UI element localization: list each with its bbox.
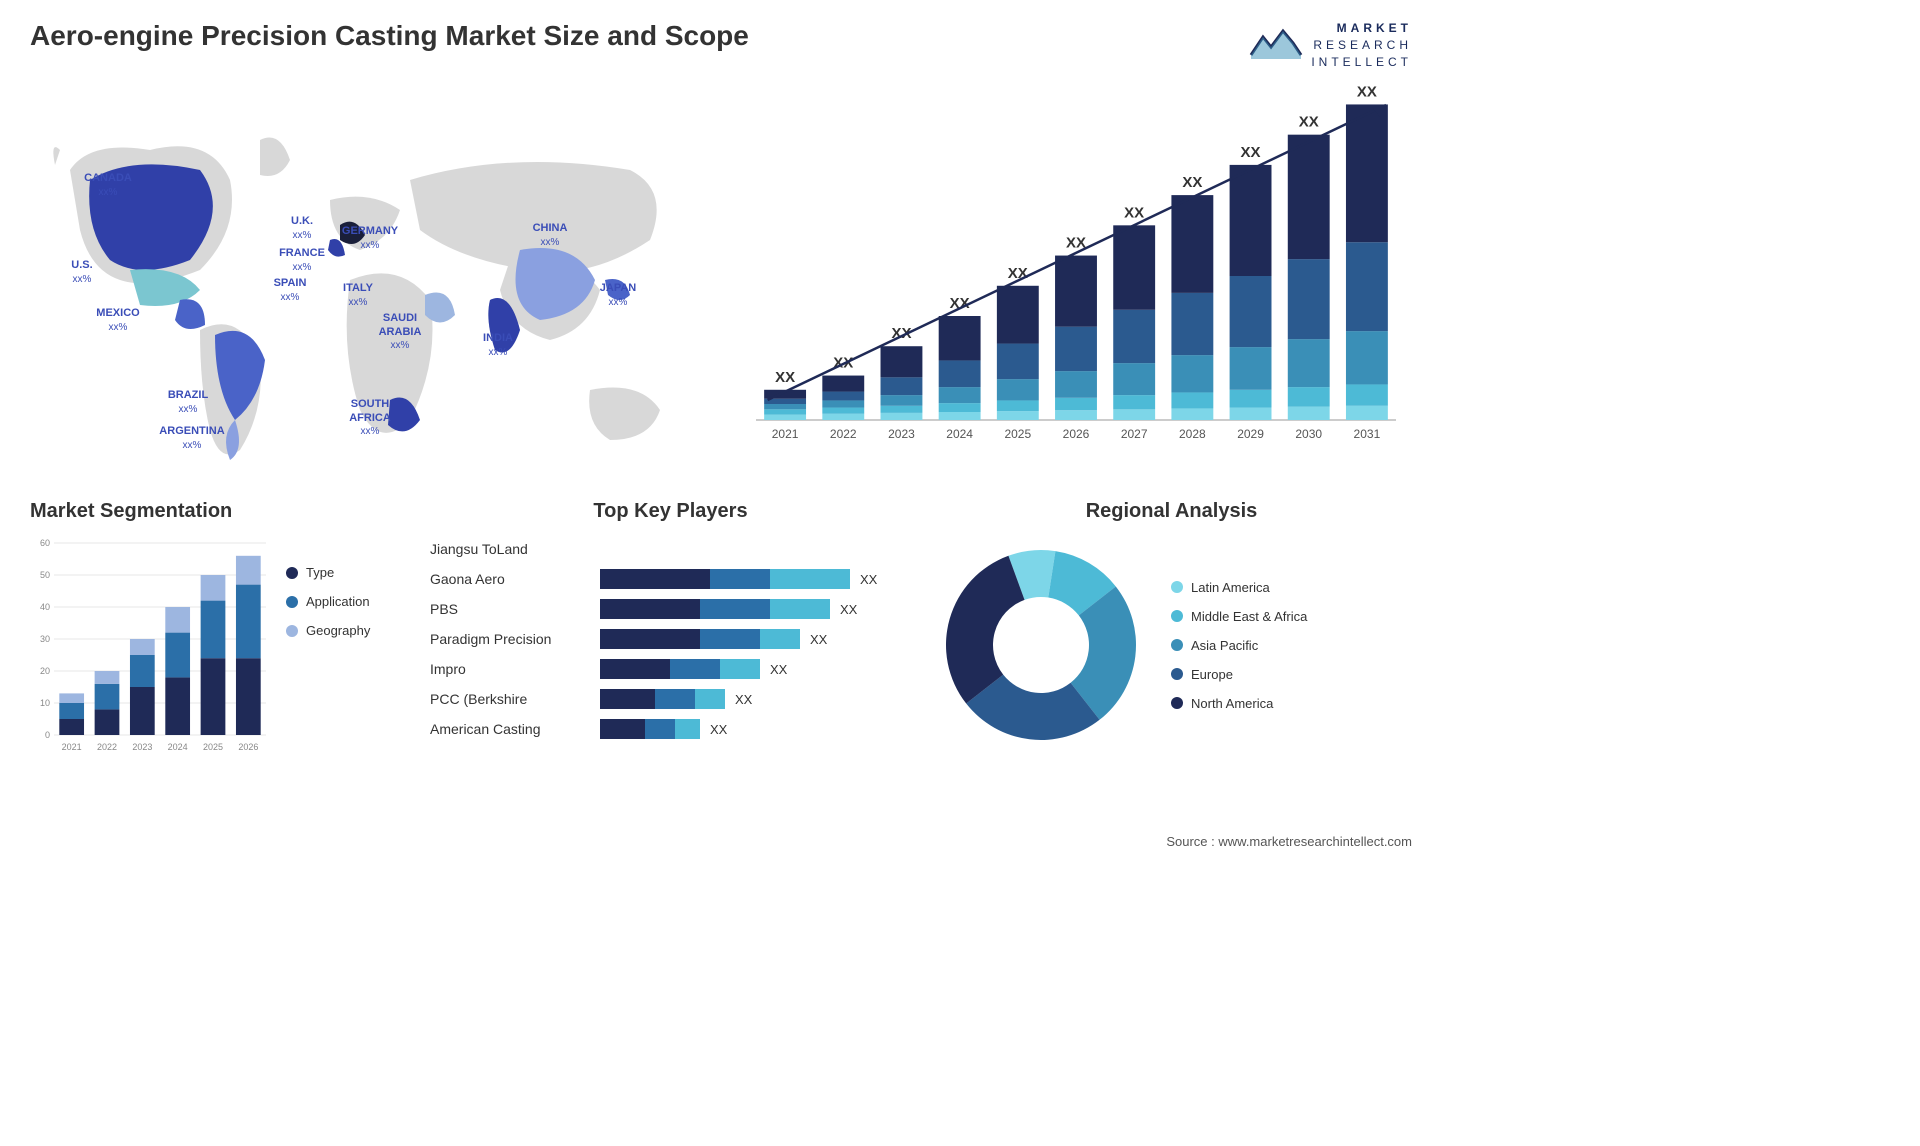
map-label: INDIAxx% <box>483 332 513 358</box>
segmentation-legend: Type Application Geography <box>286 565 370 638</box>
legend-item: Asia Pacific <box>1171 638 1307 653</box>
svg-text:2031: 2031 <box>1354 427 1381 441</box>
svg-text:2025: 2025 <box>203 742 223 752</box>
player-row: Paradigm PrecisionXX <box>430 625 911 653</box>
svg-text:2026: 2026 <box>238 742 258 752</box>
legend-item: Latin America <box>1171 580 1307 595</box>
svg-text:2027: 2027 <box>1121 427 1148 441</box>
logo-line2: RESEARCH <box>1311 37 1412 54</box>
player-row: PBSXX <box>430 595 911 623</box>
map-label: CHINAxx% <box>533 222 568 248</box>
svg-text:2022: 2022 <box>97 742 117 752</box>
svg-text:XX: XX <box>1357 84 1377 101</box>
player-row: ImproXX <box>430 655 911 683</box>
map-label: SPAINxx% <box>274 277 307 303</box>
svg-text:2026: 2026 <box>1063 427 1090 441</box>
svg-text:XX: XX <box>1241 144 1261 161</box>
source-text: Source : www.marketresearchintellect.com <box>1166 834 1412 849</box>
svg-text:2022: 2022 <box>830 427 857 441</box>
svg-text:XX: XX <box>1124 205 1144 222</box>
svg-text:XX: XX <box>1182 175 1202 192</box>
map-label: BRAZILxx% <box>168 389 208 415</box>
map-label: ARGENTINAxx% <box>159 425 224 451</box>
svg-text:2028: 2028 <box>1179 427 1206 441</box>
svg-text:2025: 2025 <box>1004 427 1031 441</box>
segmentation-chart: 0 10 20 30 40 50 60 2021 2022 2023 2024 2025 2026 <box>30 535 270 755</box>
legend-item: Middle East & Africa <box>1171 609 1307 624</box>
svg-text:2024: 2024 <box>946 427 973 441</box>
svg-text:60: 60 <box>40 538 50 548</box>
svg-text:XX: XX <box>1299 114 1319 131</box>
svg-text:0: 0 <box>45 730 50 740</box>
svg-text:50: 50 <box>40 570 50 580</box>
world-map: CANADAxx% U.S.xx% MEXICOxx% BRAZILxx% ARGENT… <box>30 80 710 470</box>
svg-text:2024: 2024 <box>168 742 188 752</box>
logo-icon <box>1249 25 1303 66</box>
player-row: American CastingXX <box>430 715 911 743</box>
logo-line3: INTELLECT <box>1311 54 1412 71</box>
legend-item: Europe <box>1171 667 1307 682</box>
player-row: Gaona AeroXX <box>430 565 911 593</box>
svg-text:2023: 2023 <box>132 742 152 752</box>
players-title: Top Key Players <box>430 500 911 523</box>
svg-text:20: 20 <box>40 666 50 676</box>
regional-donut <box>931 535 1151 755</box>
legend-item: Type <box>286 565 370 580</box>
regional-title: Regional Analysis <box>931 500 1412 523</box>
svg-text:2021: 2021 <box>62 742 82 752</box>
players-chart: Jiangsu ToLandGaona AeroXXPBSXXParadigm … <box>430 535 911 743</box>
map-label: JAPANxx% <box>600 282 636 308</box>
map-label: ITALYxx% <box>343 282 373 308</box>
regional-legend: Latin America Middle East & Africa Asia Pa… <box>1171 580 1307 711</box>
player-row: PCC (BerkshireXX <box>430 685 911 713</box>
svg-text:2029: 2029 <box>1237 427 1264 441</box>
player-row: Jiangsu ToLand <box>430 535 911 563</box>
svg-text:XX: XX <box>1008 265 1028 282</box>
map-label: FRANCExx% <box>279 247 325 273</box>
growth-chart: XX 2021 XX 2022 XX 2023 XX 2024 XX 2025 XX 2026 XX 20… <box>740 80 1412 460</box>
legend-item: North America <box>1171 696 1307 711</box>
map-label: U.K.xx% <box>291 215 313 241</box>
svg-text:40: 40 <box>40 602 50 612</box>
legend-item: Geography <box>286 623 370 638</box>
legend-item: Application <box>286 594 370 609</box>
map-label: CANADAxx% <box>84 172 132 198</box>
map-label: MEXICOxx% <box>96 307 139 333</box>
svg-text:10: 10 <box>40 698 50 708</box>
brand-logo: MARKET RESEARCH INTELLECT <box>1249 20 1412 70</box>
map-label: SOUTHAFRICAxx% <box>349 399 391 439</box>
segmentation-title: Market Segmentation <box>30 500 410 523</box>
svg-text:2030: 2030 <box>1295 427 1322 441</box>
map-label: GERMANYxx% <box>342 225 398 251</box>
svg-text:2021: 2021 <box>772 427 799 441</box>
logo-line1: MARKET <box>1311 20 1412 37</box>
svg-text:XX: XX <box>775 369 795 386</box>
page-title: Aero-engine Precision Casting Market Siz… <box>30 20 749 52</box>
svg-text:2023: 2023 <box>888 427 915 441</box>
svg-text:30: 30 <box>40 634 50 644</box>
map-label: U.S.xx% <box>71 259 92 285</box>
map-label: SAUDIARABIAxx% <box>379 313 422 353</box>
